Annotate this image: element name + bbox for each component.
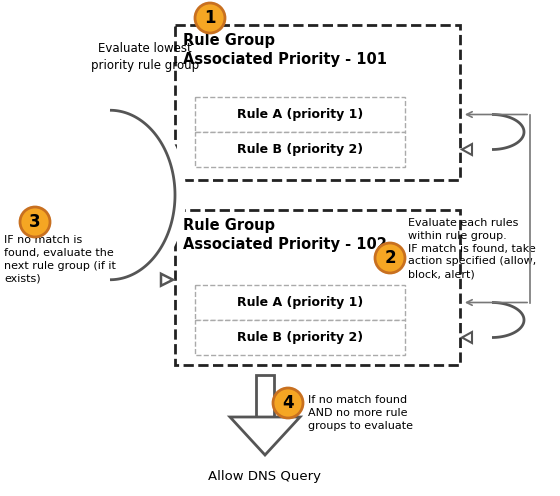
Polygon shape — [462, 332, 472, 343]
Text: Allow DNS Query: Allow DNS Query — [208, 470, 321, 483]
Bar — [195, 97, 405, 132]
Bar — [195, 132, 405, 167]
Polygon shape — [462, 144, 472, 155]
Text: Rule B (priority 2): Rule B (priority 2) — [237, 143, 363, 156]
Text: 4: 4 — [282, 394, 294, 412]
Text: Rule Group
Associated Priority - 101: Rule Group Associated Priority - 101 — [183, 33, 387, 67]
Text: IF no match is
found, evaluate the
next rule group (if it
exists): IF no match is found, evaluate the next … — [4, 235, 116, 283]
Bar — [175, 25, 460, 180]
Text: Rule A (priority 1): Rule A (priority 1) — [237, 108, 363, 121]
Text: Rule A (priority 1): Rule A (priority 1) — [237, 296, 363, 309]
Text: Evaluate lowest
priority rule group: Evaluate lowest priority rule group — [91, 42, 199, 72]
Bar — [195, 285, 405, 320]
Bar — [175, 210, 460, 365]
Circle shape — [195, 3, 225, 33]
Text: 2: 2 — [384, 249, 396, 267]
Text: 1: 1 — [204, 9, 216, 27]
Circle shape — [20, 207, 50, 237]
Polygon shape — [230, 417, 300, 455]
Text: Rule Group
Associated Priority - 102: Rule Group Associated Priority - 102 — [183, 218, 387, 252]
Text: If no match found
AND no more rule
groups to evaluate: If no match found AND no more rule group… — [308, 395, 413, 431]
Circle shape — [273, 388, 303, 418]
Circle shape — [375, 243, 405, 273]
Bar — [195, 320, 405, 355]
Text: 3: 3 — [29, 213, 41, 231]
Text: Rule B (priority 2): Rule B (priority 2) — [237, 331, 363, 344]
Bar — [256, 375, 274, 417]
Polygon shape — [161, 274, 173, 286]
Text: Evaluate each rules
within rule group.
IF match is found, take
action specified : Evaluate each rules within rule group. I… — [408, 218, 536, 279]
